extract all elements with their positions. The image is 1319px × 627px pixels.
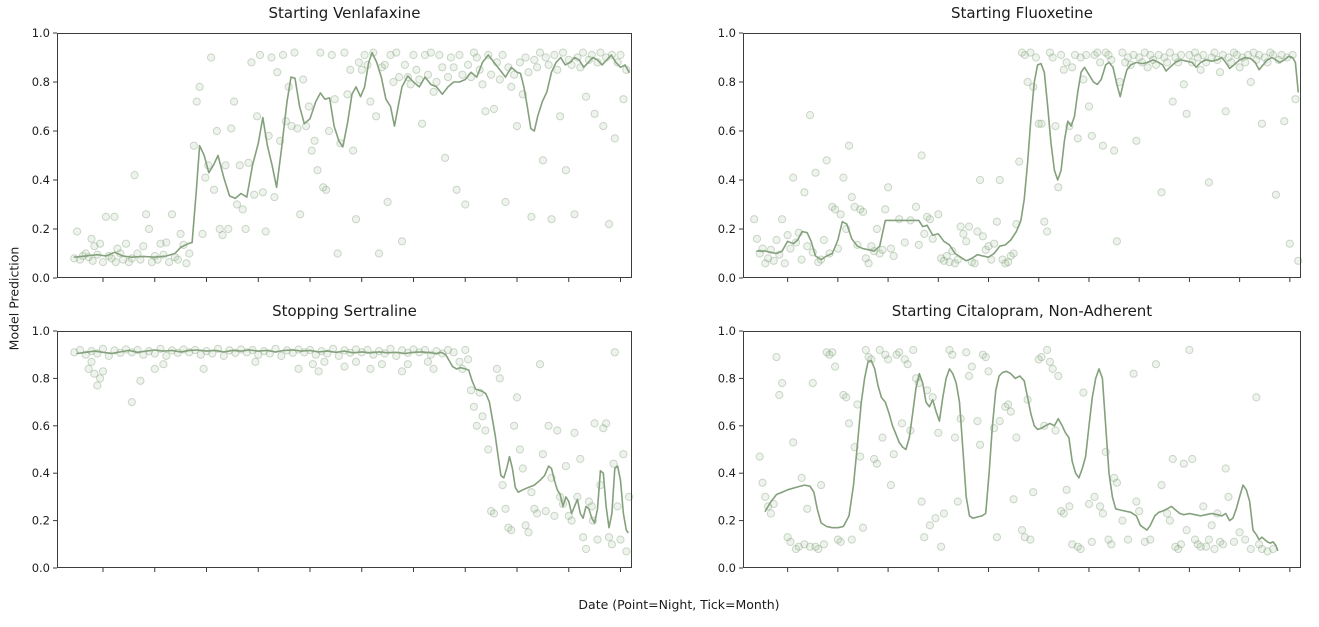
svg-text:0.8: 0.8 [718,371,736,385]
subplot-stopping-sertraline: Stopping Sertraline 0.0 0.2 0.4 0.6 0.8 1.0 [11,300,642,586]
svg-text:1.0: 1.0 [718,26,736,40]
subplot-title: Starting Citalopram, Non-Adherent [891,302,1153,320]
svg-text:1.0: 1.0 [32,324,50,338]
plot-canvas-sertraline: 0.0 0.2 0.4 0.6 0.8 1.0 [32,324,634,575]
svg-text:0.0: 0.0 [32,271,50,285]
plot-canvas-venlafaxine: 0.0 0.2 0.4 0.6 0.8 1.0 [32,26,632,285]
subplot-title: Starting Fluoxetine [950,4,1094,22]
subplot-starting-venlafaxine: Starting Venlafaxine 0.0 0.2 0.4 0.6 0.8 1.0 [11,2,642,296]
svg-text:0.2: 0.2 [32,222,50,236]
svg-text:0.6: 0.6 [718,124,736,138]
subplot-title: Stopping Sertraline [272,302,417,320]
svg-text:0.8: 0.8 [32,75,50,89]
svg-text:0.8: 0.8 [718,75,736,89]
svg-text:0.6: 0.6 [32,124,50,138]
plot-canvas-citalopram: 0.0 0.2 0.4 0.6 0.8 1.0 [718,324,1301,575]
svg-text:1.0: 1.0 [718,324,736,338]
x-axis-label: Date (Point=Night, Tick=Month) [578,597,780,612]
subplot-starting-citalopram: Starting Citalopram, Non-Adherent 0.0 0.2… [697,300,1311,586]
svg-text:0.6: 0.6 [32,419,50,433]
svg-text:0.0: 0.0 [32,561,50,575]
svg-text:0.2: 0.2 [718,514,736,528]
svg-text:0.2: 0.2 [718,222,736,236]
svg-text:0.4: 0.4 [32,466,50,480]
svg-text:0.4: 0.4 [718,173,736,187]
svg-text:0.8: 0.8 [32,371,50,385]
svg-text:0.2: 0.2 [32,514,50,528]
svg-text:0.0: 0.0 [718,271,736,285]
svg-text:0.0: 0.0 [718,561,736,575]
svg-text:0.6: 0.6 [718,419,736,433]
subplot-starting-fluoxetine: Starting Fluoxetine 0.0 0.2 0.4 0.6 0.8 1.0 [697,2,1311,296]
subplot-title: Starting Venlafaxine [268,4,421,22]
plot-canvas-fluoxetine: 0.0 0.2 0.4 0.6 0.8 1.0 [718,26,1303,285]
svg-text:1.0: 1.0 [32,26,50,40]
svg-text:0.4: 0.4 [32,173,50,187]
svg-text:0.4: 0.4 [718,466,736,480]
